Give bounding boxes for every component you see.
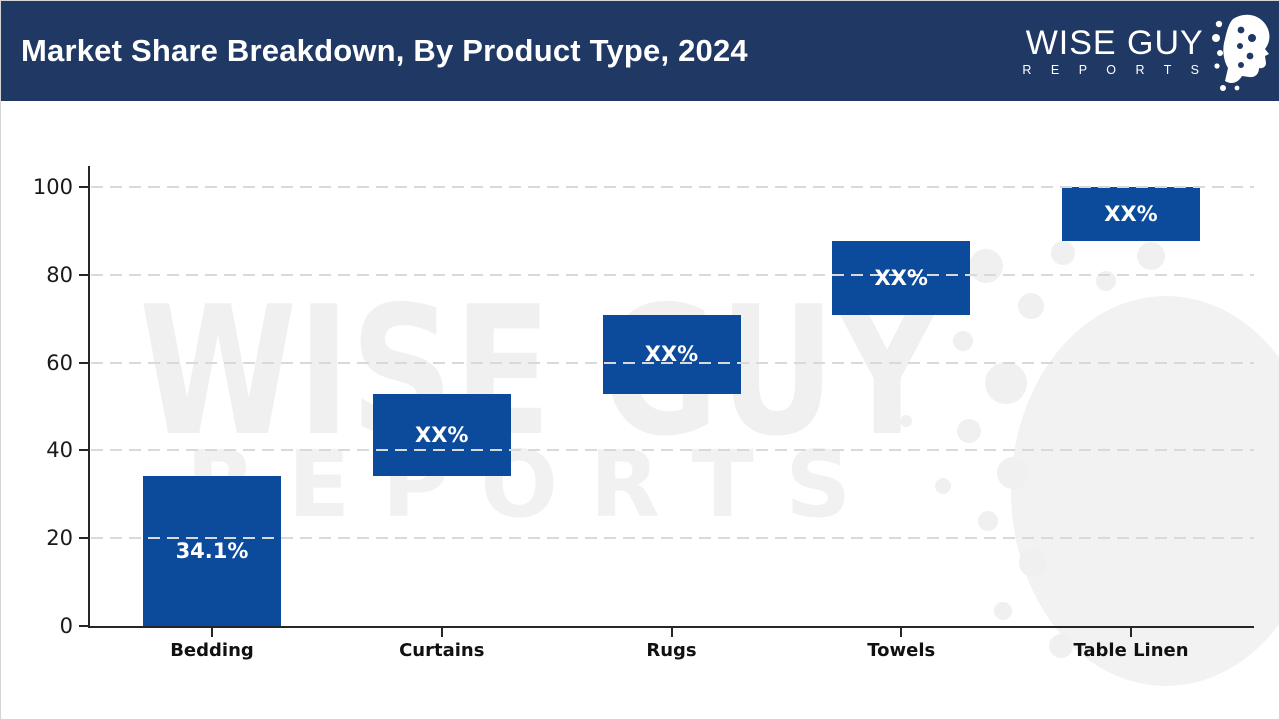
watermark-wordmark: WISE GUY xyxy=(139,268,941,475)
bar-value-label: XX% xyxy=(1104,201,1158,226)
y-axis-tick-60 xyxy=(79,361,89,364)
page-title: Market Share Breakdown, By Product Type,… xyxy=(21,33,748,68)
header-banner: Market Share Breakdown, By Product Type,… xyxy=(1,1,1279,101)
bar-value-label: XX% xyxy=(415,423,469,448)
y-tick-label-60: 60 xyxy=(46,350,73,375)
wiseguy-logo: WISE GUY R E P O R T S xyxy=(1022,7,1273,95)
x-category-label: Curtains xyxy=(399,640,485,661)
y-tick-label-0: 0 xyxy=(59,614,73,638)
gridline-80 xyxy=(91,273,1254,276)
y-axis-tick-0 xyxy=(79,625,89,627)
logo-wordmark: WISE GUY xyxy=(1025,24,1204,62)
x-category-label: Table Linen xyxy=(1073,640,1189,661)
bar-value-label: 34.1% xyxy=(175,539,249,564)
x-category-label: Rugs xyxy=(646,640,697,661)
bar-rugs xyxy=(602,314,741,394)
y-tick-label-20: 20 xyxy=(46,526,73,551)
x-axis-line xyxy=(88,626,1254,628)
bar-curtains xyxy=(372,393,511,477)
gridline-60 xyxy=(91,361,1254,364)
y-tick-label-80: 80 xyxy=(46,262,73,287)
x-category-label: Towels xyxy=(867,640,936,661)
gridline-100 xyxy=(91,186,1254,188)
watermark-head-blob xyxy=(1011,296,1279,686)
chart-area: WISE GUY R E P O R T S 0 20 40 60 80 100 34.1%… xyxy=(1,101,1279,719)
x-axis-tick-0 xyxy=(211,628,213,637)
x-axis-tick-3 xyxy=(900,628,903,637)
y-axis-line xyxy=(88,166,90,628)
bar-value-label: XX% xyxy=(874,265,928,290)
watermark: WISE GUY R E P O R T S xyxy=(139,241,1279,686)
gridline-40 xyxy=(91,449,1254,452)
watermark-head-dots xyxy=(900,241,1165,658)
bar-table-linen xyxy=(1062,187,1200,241)
y-axis-tick-100 xyxy=(79,186,89,188)
bar-towels xyxy=(832,240,971,315)
wiseguy-head-icon xyxy=(1212,14,1270,91)
bar-value-label: XX% xyxy=(644,342,699,367)
y-axis-tick-20 xyxy=(79,537,89,540)
y-axis-tick-40 xyxy=(79,449,89,452)
x-category-label: Bedding xyxy=(170,640,254,661)
wiseguy-logo-text: WISE GUY R E P O R T S xyxy=(1022,25,1207,77)
y-tick-label-100: 100 xyxy=(32,175,73,199)
bar-bedding xyxy=(143,476,281,626)
watermark-subtitle: R E P O R T S xyxy=(186,431,851,538)
x-axis-tick-2 xyxy=(670,628,673,637)
x-axis-tick-4 xyxy=(1130,628,1132,637)
logo-subtitle: R E P O R T S xyxy=(1022,63,1207,77)
y-axis-tick-80 xyxy=(79,273,89,276)
gridline-20 xyxy=(91,537,1254,540)
x-axis-tick-1 xyxy=(440,628,443,637)
y-tick-label-40: 40 xyxy=(46,438,73,463)
